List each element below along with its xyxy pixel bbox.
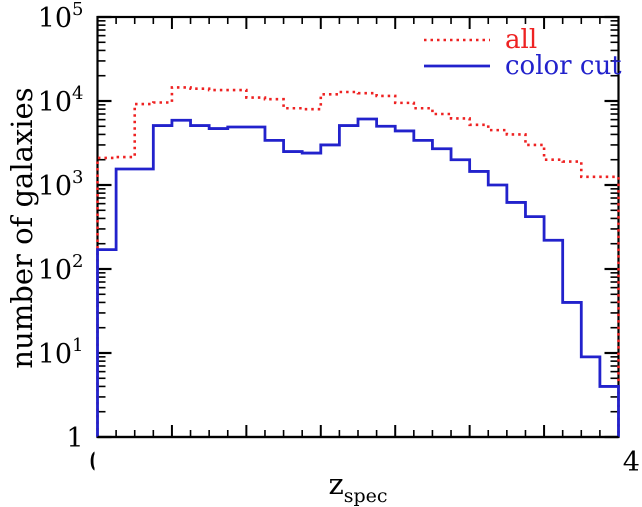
y-tick-label: 104 [38,83,84,118]
y-axis-title: number of galaxies [5,87,39,368]
below-axis-mask [94,438,622,507]
series-line-color-cut [96,117,620,437]
y-tick-label: 103 [38,167,84,202]
y-tick-label: 1 [66,423,83,454]
legend-label-all: all [505,25,537,55]
y-tick-label: 105 [38,0,84,34]
x-axis-title: zspec [328,467,387,507]
y-tick-label: 102 [38,251,84,286]
y-tick-label: 101 [38,335,84,370]
legend-label-color-cut: color cut [505,51,622,81]
series-line-all [96,86,620,437]
